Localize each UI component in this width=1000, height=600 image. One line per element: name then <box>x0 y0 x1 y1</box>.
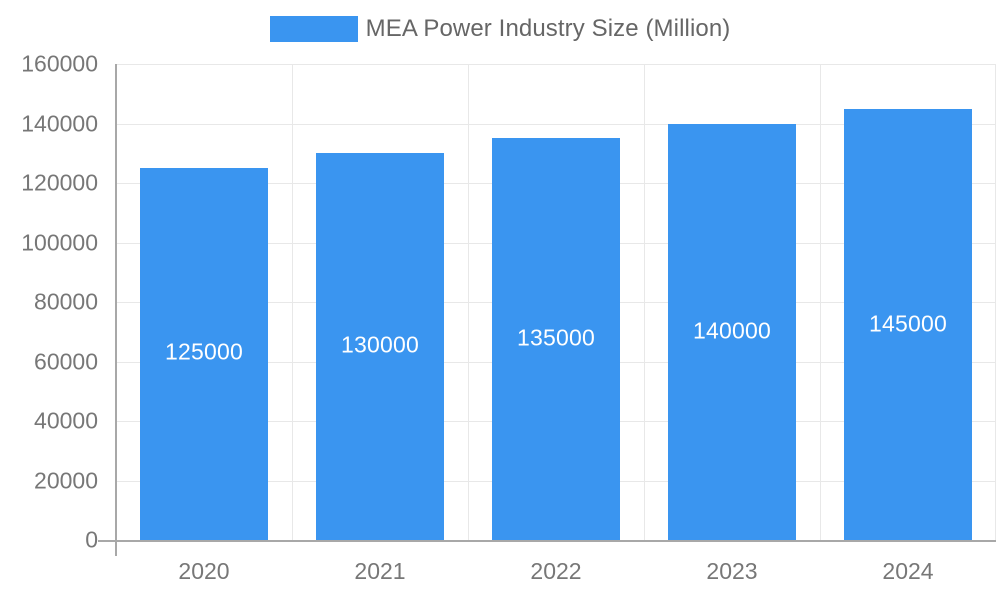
y-tick-label: 160000 <box>21 50 98 77</box>
y-tick-label: 100000 <box>21 229 98 255</box>
y-tick-label: 120000 <box>21 169 98 196</box>
x-tick-label-2022: 2022 <box>530 558 582 584</box>
y-axis-tick-labels: 160000 140000 120000 100000 80000 60000 … <box>0 0 98 600</box>
bar-2024[interactable] <box>844 108 972 540</box>
plot-area: 125000 130000 135000 140000 145000 <box>116 64 996 540</box>
y-tick-label: 20000 <box>34 467 98 493</box>
bar-value-label: 135000 <box>517 324 595 351</box>
gridline-horizontal <box>116 64 996 65</box>
y-tick-label: 60000 <box>34 348 98 374</box>
bar-value-label: 125000 <box>165 338 243 365</box>
x-axis-line <box>98 540 996 542</box>
y-axis-line <box>115 64 117 556</box>
gridline-vertical <box>820 64 821 540</box>
x-tick-label-2020: 2020 <box>178 558 230 584</box>
x-tick-label-2023: 2023 <box>706 558 758 584</box>
chart-legend: MEA Power Industry Size (Million) <box>0 0 1000 58</box>
bar-value-label: 140000 <box>693 317 771 344</box>
gridline-vertical <box>468 64 469 540</box>
bar-2020[interactable] <box>140 168 268 540</box>
bar-2022[interactable] <box>492 138 620 540</box>
bar-value-label: 130000 <box>341 331 419 358</box>
legend-label: MEA Power Industry Size (Million) <box>365 15 731 42</box>
x-tick-label-2024: 2024 <box>882 558 934 584</box>
bar-2023[interactable] <box>668 123 796 540</box>
gridline-horizontal <box>116 123 996 125</box>
legend-item-mea-power-industry-size[interactable]: MEA Power Industry Size (Million) <box>269 15 731 43</box>
y-tick-label: 80000 <box>34 288 98 315</box>
gridline-vertical <box>995 64 996 540</box>
x-tick-label-2021: 2021 <box>354 558 406 584</box>
y-tick-label: 40000 <box>34 407 98 434</box>
y-tick-label: 140000 <box>21 110 98 136</box>
gridline-vertical <box>644 64 645 540</box>
bar-value-label: 145000 <box>869 310 947 337</box>
gridline-vertical <box>292 64 293 540</box>
legend-color-swatch-icon <box>269 16 358 42</box>
bar-2021[interactable] <box>316 153 444 540</box>
y-tick-label: 0 <box>85 526 98 553</box>
